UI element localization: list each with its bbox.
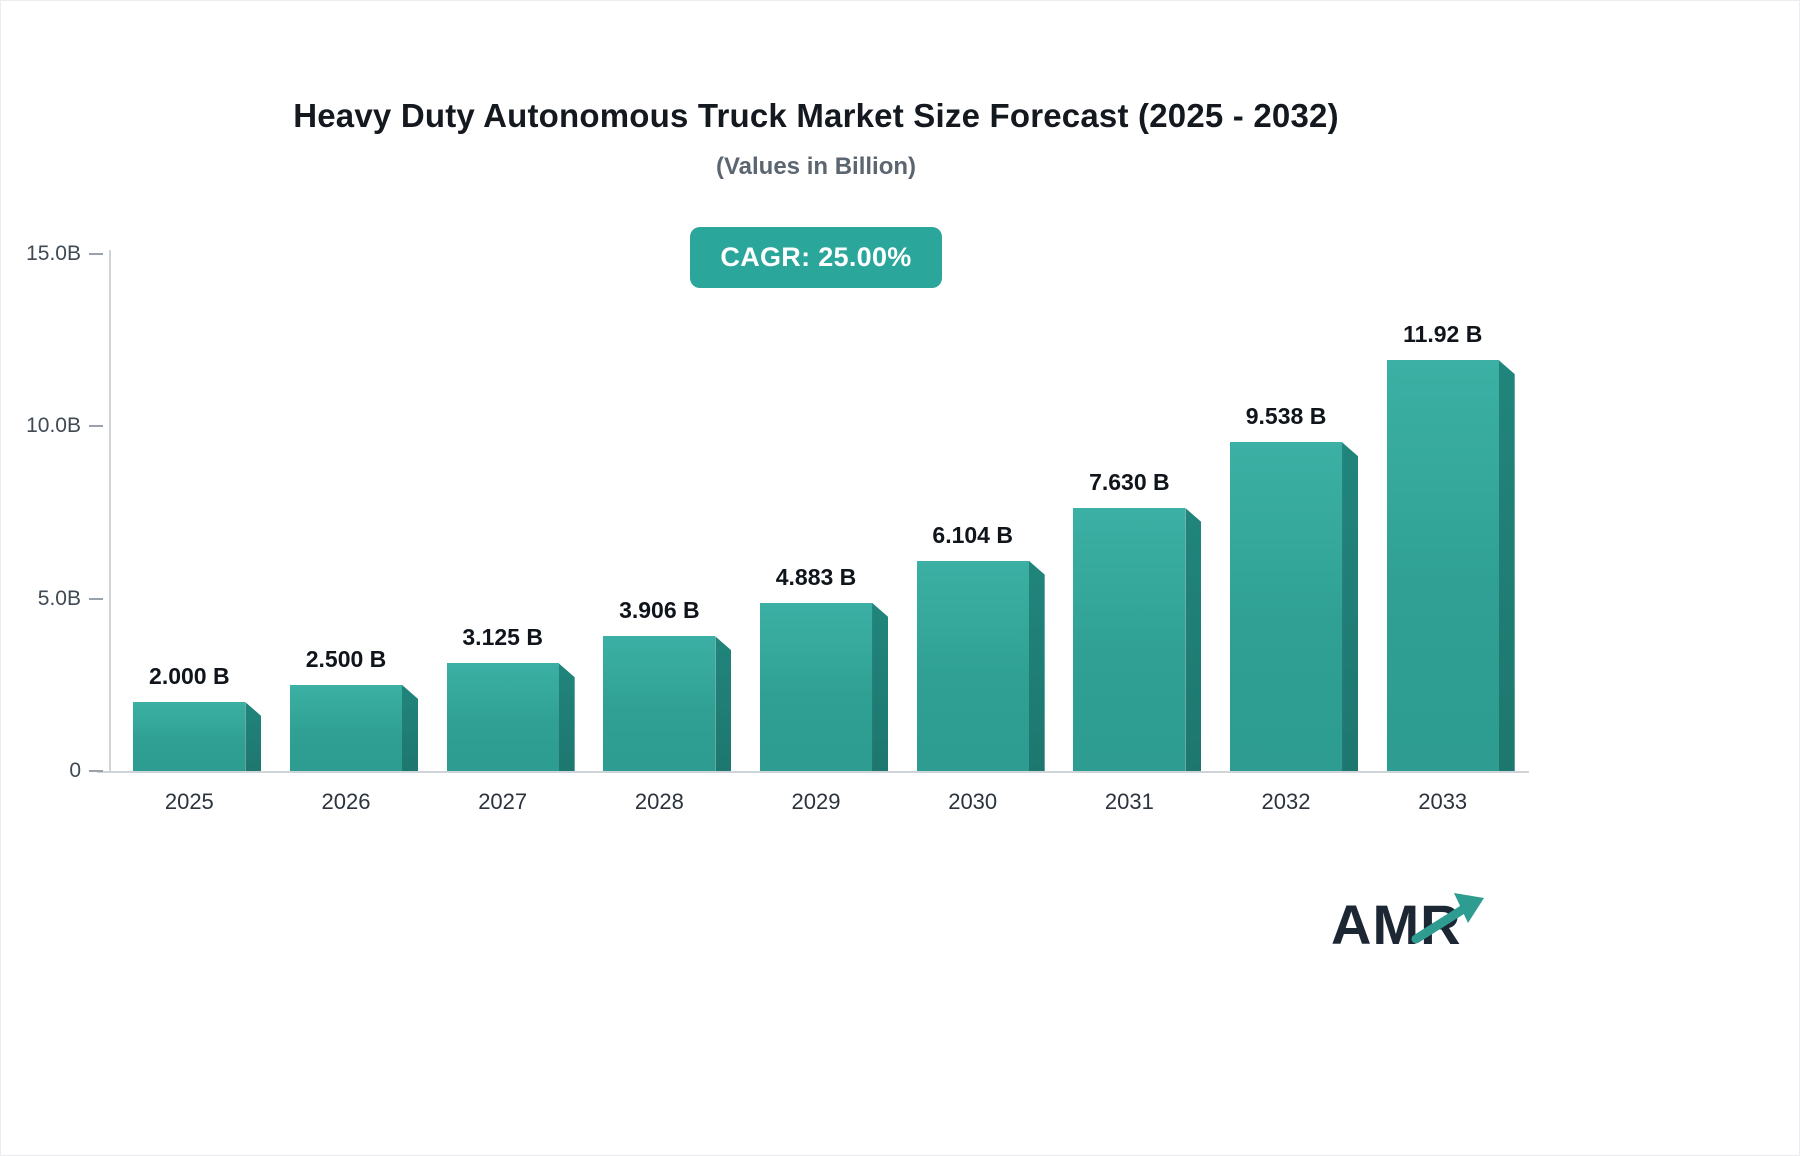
bar-front-face (290, 684, 402, 771)
x-axis-category-label: 2032 (1261, 789, 1311, 814)
bar-side-face (245, 702, 262, 771)
bar-value-label: 2.500 B (305, 645, 387, 672)
bar (446, 663, 575, 771)
bar-side-face (558, 663, 575, 771)
y-axis-tick-label: 15.0B (26, 242, 81, 265)
bar-group: 3.906 B 2028 (581, 254, 738, 814)
bar (916, 560, 1045, 771)
bar-side-face (1342, 442, 1359, 771)
x-axis-category-label: 2031 (1104, 789, 1154, 814)
bar-front-face (603, 636, 716, 771)
bar-front-face (1073, 508, 1186, 771)
cagr-badge: CAGR: 25.00% (690, 227, 942, 288)
bars-container: 2.000 B 2025 2.500 B 2026 3.125 B 2027 3.906 B… (111, 254, 1521, 814)
bar-front-face (760, 602, 873, 771)
bar-front-face (916, 560, 1029, 771)
bar (760, 602, 889, 771)
y-axis-tick-mark (89, 770, 103, 772)
bar-group: 3.125 B 2027 (424, 254, 581, 814)
x-axis-category-label: 2029 (791, 789, 841, 814)
bar-value-label: 2.000 B (149, 663, 230, 690)
y-axis-tick-mark (89, 253, 103, 255)
x-axis-category-label: 2030 (948, 789, 998, 814)
bar-front-face (133, 702, 246, 771)
bar (1386, 360, 1515, 771)
y-axis-tick-mark (89, 425, 103, 428)
chart-title: Heavy Duty Autonomous Truck Market Size … (293, 97, 1339, 134)
bar-side-face (715, 636, 732, 771)
cagr-badge-row: CAGR: 25.00% (1, 227, 1631, 288)
bar-value-label: 3.906 B (619, 597, 700, 624)
bar (133, 702, 262, 771)
bar-group: 9.538 B 2032 (1208, 254, 1365, 814)
x-axis-category-label: 2026 (321, 789, 371, 814)
bar-side-face (1185, 508, 1202, 771)
plot-area: 2.000 B 2025 2.500 B 2026 3.125 B 2027 3.906 B… (26, 242, 1529, 814)
bar (603, 636, 732, 771)
bar-value-label: 11.92 B (1403, 321, 1483, 348)
bar-group: 7.630 B 2031 (1051, 254, 1208, 814)
bar-value-label: 6.104 B (932, 521, 1013, 548)
y-axis-tick-label: 5.0B (37, 586, 81, 610)
bar-value-label: 3.125 B (462, 624, 543, 651)
x-axis-category-label: 2027 (478, 789, 528, 814)
chart-header: Heavy Duty Autonomous Truck Market Size … (1, 97, 1631, 288)
bar (290, 684, 418, 771)
y-axis-tick-mark (89, 597, 103, 600)
bar (1073, 508, 1202, 771)
chart-subtitle: (Values in Billion) (715, 153, 917, 180)
x-axis-category-label: 2028 (634, 789, 684, 814)
y-axis-line (109, 250, 111, 773)
bar (1230, 442, 1359, 771)
trend-up-arrow-icon (1411, 893, 1484, 944)
y-axis-tick-label: 10.0B (26, 414, 81, 438)
amr-logo: AMR (1331, 893, 1484, 953)
y-axis-tick-label: 0 (69, 759, 81, 782)
bar-group: 11.92 B 2033 (1364, 254, 1521, 814)
bar-side-face (1498, 360, 1515, 771)
bar-value-label: 9.538 B (1245, 403, 1327, 430)
bar-group: 6.104 B 2030 (894, 254, 1051, 814)
bar-side-face (402, 684, 418, 771)
x-axis-line (97, 771, 1529, 773)
bar-group: 2.500 B 2026 (268, 254, 425, 814)
bar-front-face (1386, 360, 1499, 771)
x-axis-category-label: 2025 (164, 789, 214, 814)
bar-side-face (1028, 560, 1045, 771)
bar-front-face (1230, 442, 1343, 771)
bar-group: 4.883 B 2029 (738, 254, 895, 814)
x-axis-category-label: 2033 (1418, 789, 1468, 814)
bar-group: 2.000 B 2025 (111, 254, 268, 814)
bar-value-label: 7.630 B (1089, 469, 1170, 496)
bar-side-face (872, 602, 889, 771)
bar-value-label: 4.883 B (775, 563, 857, 590)
bar-front-face (446, 663, 559, 771)
